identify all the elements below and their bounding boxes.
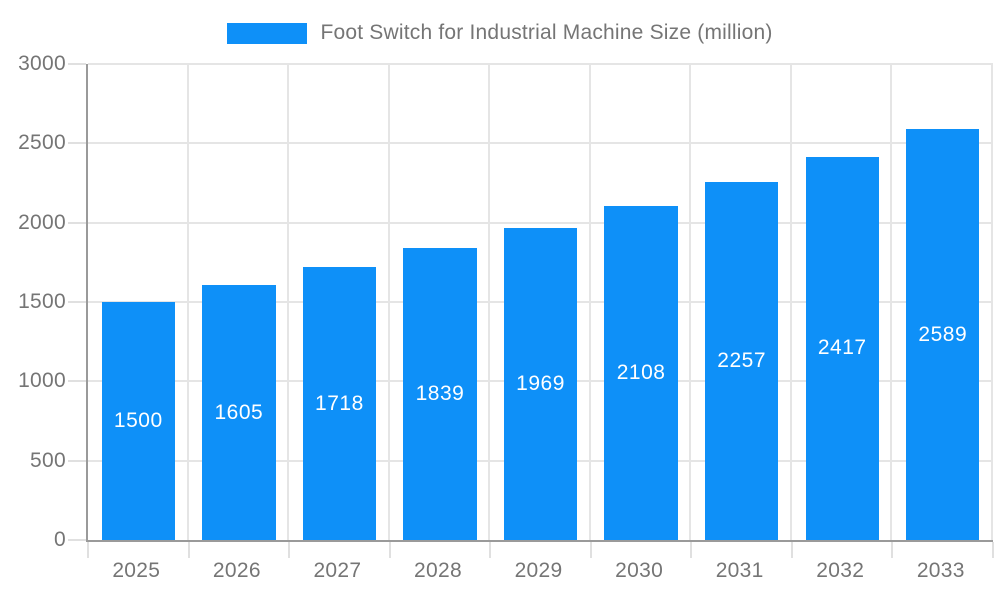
h-gridline: [88, 221, 993, 224]
v-gridline: [186, 64, 189, 540]
bar-value-label: 1500: [113, 409, 163, 432]
v-gridline: [287, 64, 290, 540]
x-tick-label: 2025: [112, 559, 161, 582]
v-gridline: [789, 64, 792, 540]
bar-value-label: 1605: [214, 400, 264, 424]
x-axis-labels: 2025 2026 2027 2028 2029 2030 2031 2032 2033: [86, 556, 991, 586]
bar-2028[interactable]: 1839: [403, 248, 477, 540]
bar-2029[interactable]: 1969: [503, 227, 578, 540]
legend-swatch: [227, 22, 308, 44]
v-gridline: [689, 64, 692, 540]
h-gridline: [88, 142, 993, 145]
x-tick-label: 2028: [414, 559, 462, 582]
y-tick-label: 3000: [18, 52, 66, 75]
y-axis-tick: [68, 63, 86, 65]
bar-2025[interactable]: 1500: [101, 302, 175, 540]
v-gridline: [991, 64, 993, 540]
x-axis-tick: [992, 542, 994, 558]
x-tick-label: 2029: [514, 559, 563, 582]
bar-value-label: 1718: [315, 391, 364, 415]
bar-2030[interactable]: 2108: [604, 205, 678, 540]
y-axis-tick: [68, 459, 86, 462]
v-gridline: [387, 64, 390, 540]
bar-slot: 1718: [289, 64, 390, 540]
bar-2026[interactable]: 1605: [202, 285, 276, 540]
x-axis-tick: [891, 542, 894, 558]
bar-slot: 1969: [490, 64, 591, 540]
x-tick-label: 2033: [916, 559, 965, 582]
x-tick-label: 2027: [313, 559, 362, 582]
x-axis-tick: [489, 542, 492, 558]
bar-slot: 2257: [691, 64, 792, 540]
bar-slot: 1839: [390, 64, 491, 540]
bar-value-label: 2417: [817, 336, 867, 360]
bar-value-label: 2589: [918, 322, 968, 346]
bar-2031[interactable]: 2257: [704, 181, 779, 540]
x-tick-label: 2031: [715, 559, 764, 582]
x-axis-tick: [589, 542, 592, 558]
y-tick-label: 2000: [18, 210, 66, 234]
x-tick-label: 2030: [615, 559, 664, 582]
chart-legend-item[interactable]: Foot Switch for Industrial Machine Size …: [0, 20, 1000, 46]
bar-slot: 1605: [189, 64, 290, 540]
y-tick-label: 500: [30, 448, 66, 472]
bar-slot: 1500: [88, 64, 189, 540]
v-gridline: [588, 64, 591, 540]
y-axis-tick: [68, 380, 86, 383]
x-tick-label: 2032: [816, 559, 865, 582]
y-tick-label: 1000: [18, 369, 66, 393]
x-axis-tick: [87, 542, 89, 558]
x-tick-label: 2026: [212, 559, 261, 582]
bars-layer: 1500 1605 1718 1839 1969 2108 2257 2417 2589: [88, 64, 993, 540]
bar-value-label: 1839: [415, 382, 465, 406]
bar-slot: 2589: [893, 64, 994, 540]
y-axis-tick: [68, 221, 86, 224]
v-gridline: [488, 64, 491, 540]
bar-slot: 2108: [591, 64, 692, 540]
y-tick-label: 1500: [18, 290, 66, 313]
bar-value-label: 1969: [516, 371, 565, 395]
y-axis-tick: [68, 301, 86, 303]
legend-label: Foot Switch for Industrial Machine Size …: [320, 21, 773, 44]
bar-value-label: 2257: [717, 348, 767, 372]
x-axis-tick: [690, 542, 693, 558]
x-axis-tick: [790, 542, 793, 558]
x-axis-tick: [187, 542, 190, 558]
bar-2033[interactable]: 2589: [906, 129, 980, 540]
y-axis-tick: [68, 539, 86, 541]
h-gridline: [88, 63, 993, 65]
y-axis-tick: [68, 142, 86, 145]
bar-slot: 2417: [792, 64, 893, 540]
bar-2027[interactable]: 1718: [302, 267, 377, 540]
x-axis-tick: [388, 542, 391, 558]
y-tick-label: 0: [54, 528, 66, 551]
x-axis-tick: [288, 542, 291, 558]
bar-2032[interactable]: 2417: [805, 156, 879, 540]
bar-value-label: 2108: [616, 360, 666, 384]
plot-area: 1500 1605 1718 1839 1969 2108 2257 2417 2589: [68, 63, 994, 558]
y-tick-label: 2500: [18, 131, 66, 155]
v-gridline: [890, 64, 893, 540]
